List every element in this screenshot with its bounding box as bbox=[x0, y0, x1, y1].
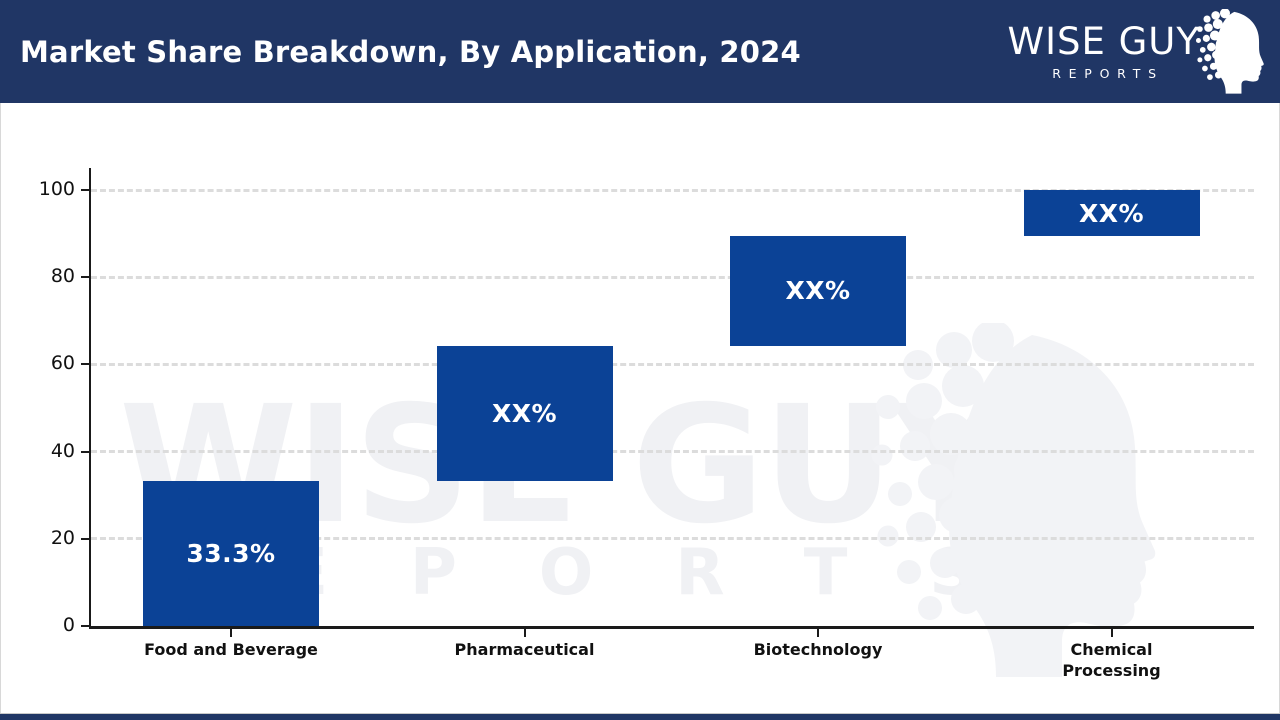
y-axis-tick-60 bbox=[81, 363, 89, 366]
category-label-3: Chemical Processing bbox=[1062, 640, 1161, 680]
category-label-2: Biotechnology bbox=[753, 640, 883, 659]
head-profile-icon bbox=[1195, 8, 1264, 94]
gridline-80 bbox=[91, 275, 1254, 279]
gridline-20 bbox=[91, 537, 1254, 541]
x-axis-tick-3 bbox=[1110, 629, 1113, 637]
bar-value-label: 33.3% bbox=[186, 538, 276, 568]
bar-value-label: XX% bbox=[491, 398, 558, 428]
gridline-40 bbox=[91, 450, 1254, 454]
page-title: Market Share Breakdown, By Application, … bbox=[20, 34, 801, 69]
bar-chemical-processing: XX% bbox=[1023, 190, 1200, 237]
y-axis-line bbox=[89, 168, 91, 629]
bar-value-label: XX% bbox=[1078, 198, 1145, 228]
bar-food-and-beverage: 33.3% bbox=[143, 480, 319, 626]
logo-subtitle: REPORTS bbox=[1052, 65, 1164, 81]
y-axis-label-100: 100 bbox=[38, 178, 75, 200]
bar-value-label: XX% bbox=[785, 276, 851, 306]
y-axis-tick-20 bbox=[81, 537, 89, 540]
y-axis-label-20: 20 bbox=[50, 526, 75, 549]
x-axis-tick-0 bbox=[230, 629, 232, 637]
y-axis-label-0: 0 bbox=[62, 614, 75, 636]
logo-wordmark: WISE GUY bbox=[1007, 19, 1200, 63]
y-axis-tick-40 bbox=[81, 450, 89, 453]
y-axis-label-60: 60 bbox=[50, 352, 75, 375]
wise-guy-logo: WISE GUY REPORTS bbox=[1008, 8, 1280, 95]
bar-pharmaceutical: XX% bbox=[436, 345, 613, 481]
category-label-1: Pharmaceutical bbox=[454, 640, 595, 659]
watermark-head-icon bbox=[871, 323, 1156, 677]
gridline-100 bbox=[91, 188, 1254, 192]
x-axis-tick-2 bbox=[817, 629, 819, 637]
category-label-0: Food and Beverage bbox=[144, 640, 318, 659]
y-axis-tick-80 bbox=[81, 276, 89, 279]
header-bar: Market Share Breakdown, By Application, … bbox=[0, 0, 1280, 103]
y-axis-tick-100 bbox=[81, 189, 89, 191]
y-axis-tick-0 bbox=[81, 625, 89, 627]
chart-area: WISE GUY REPORTS 0 20 40 60 80 100 33.3% Food a… bbox=[0, 103, 1280, 713]
logo-text: WISE GUY REPORTS bbox=[1008, 23, 1200, 81]
y-axis-label-80: 80 bbox=[50, 265, 75, 288]
y-axis-label-40: 40 bbox=[50, 439, 75, 462]
footer-bar bbox=[0, 713, 1280, 720]
bar-biotechnology: XX% bbox=[730, 236, 906, 346]
gridline-60 bbox=[91, 362, 1254, 366]
x-axis-tick-1 bbox=[523, 629, 526, 637]
x-axis-line bbox=[89, 626, 1254, 629]
